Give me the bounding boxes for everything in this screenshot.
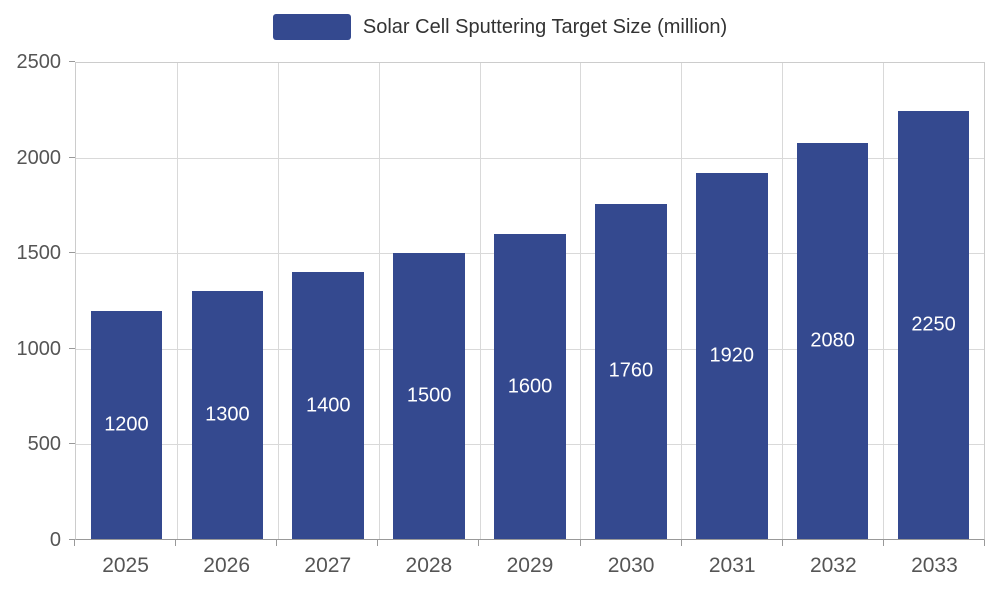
x-axis: 2025 2026 2027 2028 2029 2030 2031 2032 2033 <box>74 540 985 595</box>
bar-2025[interactable]: 1200 <box>90 310 163 539</box>
bar-value-label: 1300 <box>205 403 250 426</box>
bar-value-label: 2250 <box>911 313 956 336</box>
x-tick-label: 2026 <box>203 554 251 577</box>
h-gridline <box>76 158 984 160</box>
bar-slot: 1200 <box>76 63 177 539</box>
v-gridline <box>479 63 481 539</box>
x-tick-label: 2033 <box>911 554 958 577</box>
bar-slot: 1600 <box>480 63 581 539</box>
bar-value-label: 2080 <box>810 329 855 352</box>
y-tick-label: 1000 <box>16 337 62 360</box>
y-tick <box>69 539 75 540</box>
bar-value-label: 1600 <box>507 375 553 398</box>
x-tick-label: 2028 <box>405 554 453 577</box>
x-tick-label: 2027 <box>304 554 352 577</box>
bar-2032[interactable]: 2080 <box>796 142 869 539</box>
x-tick <box>175 540 177 546</box>
x-tick <box>74 540 75 546</box>
y-tick-label: 500 <box>27 433 61 456</box>
v-gridline <box>277 63 279 539</box>
bar-2028[interactable]: 1500 <box>393 253 465 539</box>
bar-slot: 1400 <box>278 63 379 539</box>
x-tick <box>882 540 884 546</box>
bar-2030[interactable]: 1760 <box>595 203 667 539</box>
bar-slot: 1300 <box>177 63 278 539</box>
y-tick-label: 2500 <box>16 51 62 73</box>
bar-slot: 1920 <box>681 63 782 539</box>
bar-value-label: 1760 <box>608 359 654 382</box>
bar-slot: 1500 <box>379 63 480 539</box>
bar-2027[interactable]: 1400 <box>292 272 365 539</box>
y-tick <box>69 156 75 158</box>
bar-slot: 2250 <box>883 63 984 539</box>
x-tick <box>984 540 985 546</box>
y-tick-label: 1500 <box>16 242 62 265</box>
y-axis: 0 500 1000 1500 2000 2500 <box>0 51 75 551</box>
bar-slot: 1760 <box>580 63 681 539</box>
x-labels: 2025 2026 2027 2028 2029 2030 2031 2032 2033 <box>75 554 985 578</box>
v-gridline <box>176 63 178 539</box>
bar-value-label: 1400 <box>305 394 351 417</box>
x-tick-label: 2025 <box>102 554 149 577</box>
bar-2026[interactable]: 1300 <box>191 291 264 539</box>
x-tick-label: 2032 <box>809 554 857 577</box>
y-tick-label: 2000 <box>16 146 62 169</box>
v-gridline <box>580 63 582 539</box>
y-tick-label: 0 <box>49 529 61 551</box>
v-gridline <box>782 63 784 539</box>
x-tick <box>478 540 480 546</box>
v-gridline <box>378 63 380 539</box>
x-tick <box>579 540 581 546</box>
v-gridline <box>883 63 885 539</box>
x-ticks <box>74 540 985 546</box>
bar-2033[interactable]: 2250 <box>897 110 970 539</box>
x-tick <box>377 540 379 546</box>
plot-area: 1200 1300 1400 1500 1600 1760 1920 2080 2250 <box>75 62 985 540</box>
bar-value-label: 1920 <box>709 344 755 367</box>
x-tick-label: 2031 <box>708 554 756 577</box>
v-gridline <box>681 63 683 539</box>
legend-label: Solar Cell Sputtering Target Size (milli… <box>362 15 728 38</box>
legend-swatch <box>272 14 351 40</box>
bar-slot: 2080 <box>782 63 883 539</box>
x-tick <box>781 540 783 546</box>
x-tick <box>680 540 682 546</box>
y-tick <box>69 347 75 349</box>
x-tick-label: 2030 <box>607 554 655 577</box>
bar-value-label: 1500 <box>406 384 452 407</box>
x-tick-label: 2029 <box>506 554 554 577</box>
y-tick <box>69 61 75 62</box>
bar-2029[interactable]: 1600 <box>494 234 566 539</box>
bar-2031[interactable]: 1920 <box>695 173 768 539</box>
x-tick <box>276 540 278 546</box>
y-tick <box>69 443 75 445</box>
bars-layer: 1200 1300 1400 1500 1600 1760 1920 2080 2250 <box>76 63 984 539</box>
bar-value-label: 1200 <box>104 413 149 436</box>
y-tick <box>69 252 75 254</box>
legend[interactable]: Solar Cell Sputtering Target Size (milli… <box>0 14 1000 40</box>
